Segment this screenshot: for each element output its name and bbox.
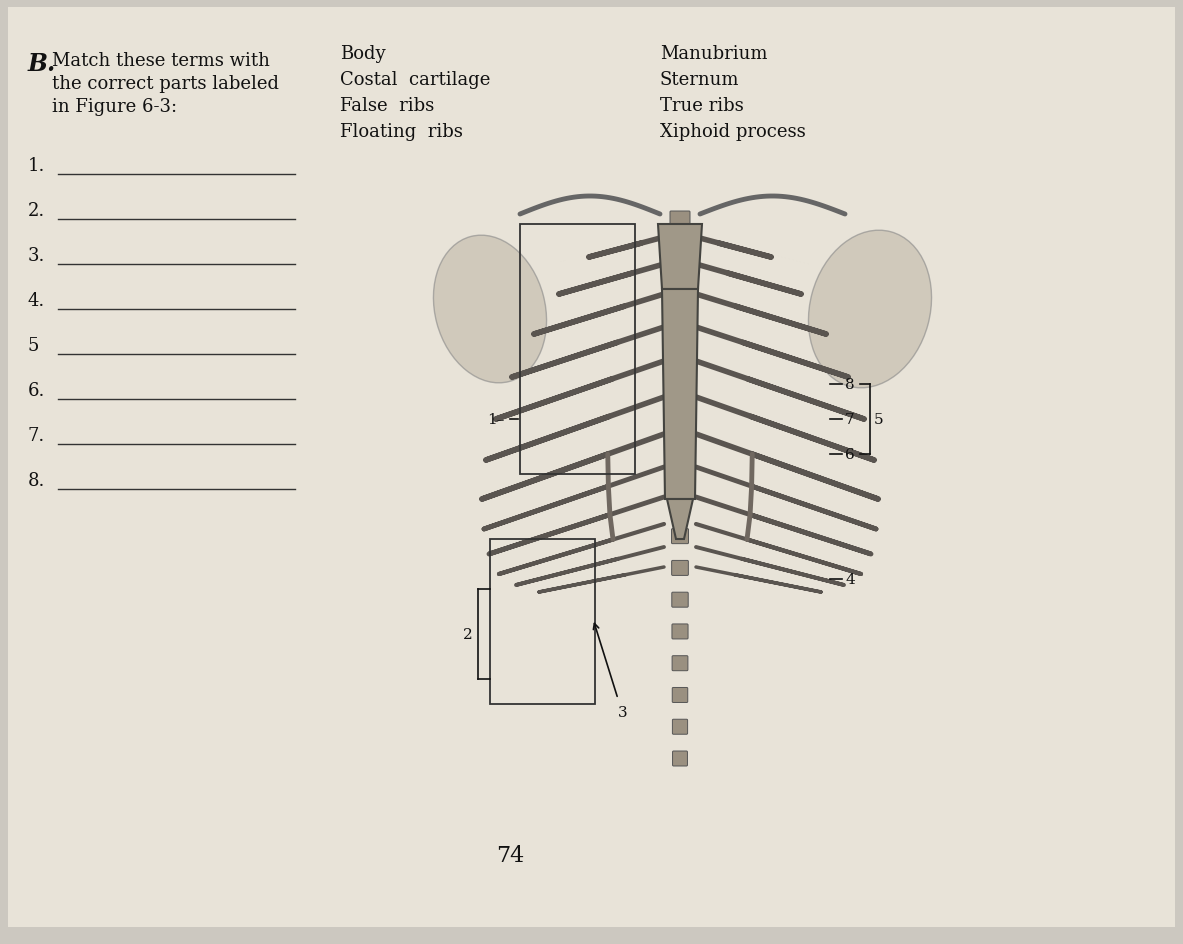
Text: 1–: 1–: [487, 413, 505, 427]
FancyBboxPatch shape: [671, 497, 689, 513]
Text: 74: 74: [496, 844, 524, 866]
FancyBboxPatch shape: [672, 719, 687, 734]
Text: Body: Body: [340, 45, 386, 63]
FancyBboxPatch shape: [670, 211, 690, 227]
FancyBboxPatch shape: [672, 624, 689, 639]
Polygon shape: [658, 225, 702, 290]
Text: Xiphoid process: Xiphoid process: [660, 123, 806, 141]
FancyBboxPatch shape: [671, 370, 690, 385]
Text: in Figure 6-3:: in Figure 6-3:: [52, 98, 177, 116]
FancyBboxPatch shape: [8, 8, 1175, 927]
Text: 3: 3: [619, 705, 628, 719]
Text: Sternum: Sternum: [660, 71, 739, 89]
Text: 2.: 2.: [28, 202, 45, 220]
Text: Floating  ribs: Floating ribs: [340, 123, 463, 141]
Text: 8: 8: [845, 378, 854, 392]
FancyBboxPatch shape: [672, 688, 687, 702]
Polygon shape: [662, 290, 698, 499]
Text: 1.: 1.: [28, 157, 45, 175]
Text: 5: 5: [28, 337, 39, 355]
Ellipse shape: [808, 231, 931, 388]
Text: 3.: 3.: [28, 246, 45, 264]
Text: 7: 7: [845, 413, 854, 427]
Text: False  ribs: False ribs: [340, 97, 434, 115]
Ellipse shape: [433, 236, 547, 383]
Text: Costal  cartilage: Costal cartilage: [340, 71, 491, 89]
Text: Manubrium: Manubrium: [660, 45, 768, 63]
Text: 2: 2: [464, 628, 473, 641]
Text: 4.: 4.: [28, 292, 45, 310]
Text: Match these terms with: Match these terms with: [52, 52, 270, 70]
Polygon shape: [667, 499, 693, 539]
Text: the correct parts labeled: the correct parts labeled: [52, 75, 279, 93]
Text: 8.: 8.: [28, 471, 45, 490]
FancyBboxPatch shape: [673, 751, 687, 767]
FancyBboxPatch shape: [672, 561, 689, 576]
Text: B.: B.: [28, 52, 57, 76]
Text: 5: 5: [874, 413, 884, 427]
FancyBboxPatch shape: [672, 656, 687, 671]
Text: 4: 4: [846, 572, 855, 586]
FancyBboxPatch shape: [671, 276, 690, 290]
Text: True ribs: True ribs: [660, 97, 744, 115]
FancyBboxPatch shape: [672, 529, 689, 544]
FancyBboxPatch shape: [672, 593, 689, 608]
FancyBboxPatch shape: [671, 402, 690, 417]
Text: 6.: 6.: [28, 381, 45, 399]
Text: 6: 6: [845, 447, 855, 462]
FancyBboxPatch shape: [670, 244, 690, 259]
FancyBboxPatch shape: [671, 434, 689, 449]
FancyBboxPatch shape: [671, 339, 690, 354]
Text: 7.: 7.: [28, 427, 45, 445]
FancyBboxPatch shape: [671, 465, 689, 480]
FancyBboxPatch shape: [671, 307, 690, 322]
